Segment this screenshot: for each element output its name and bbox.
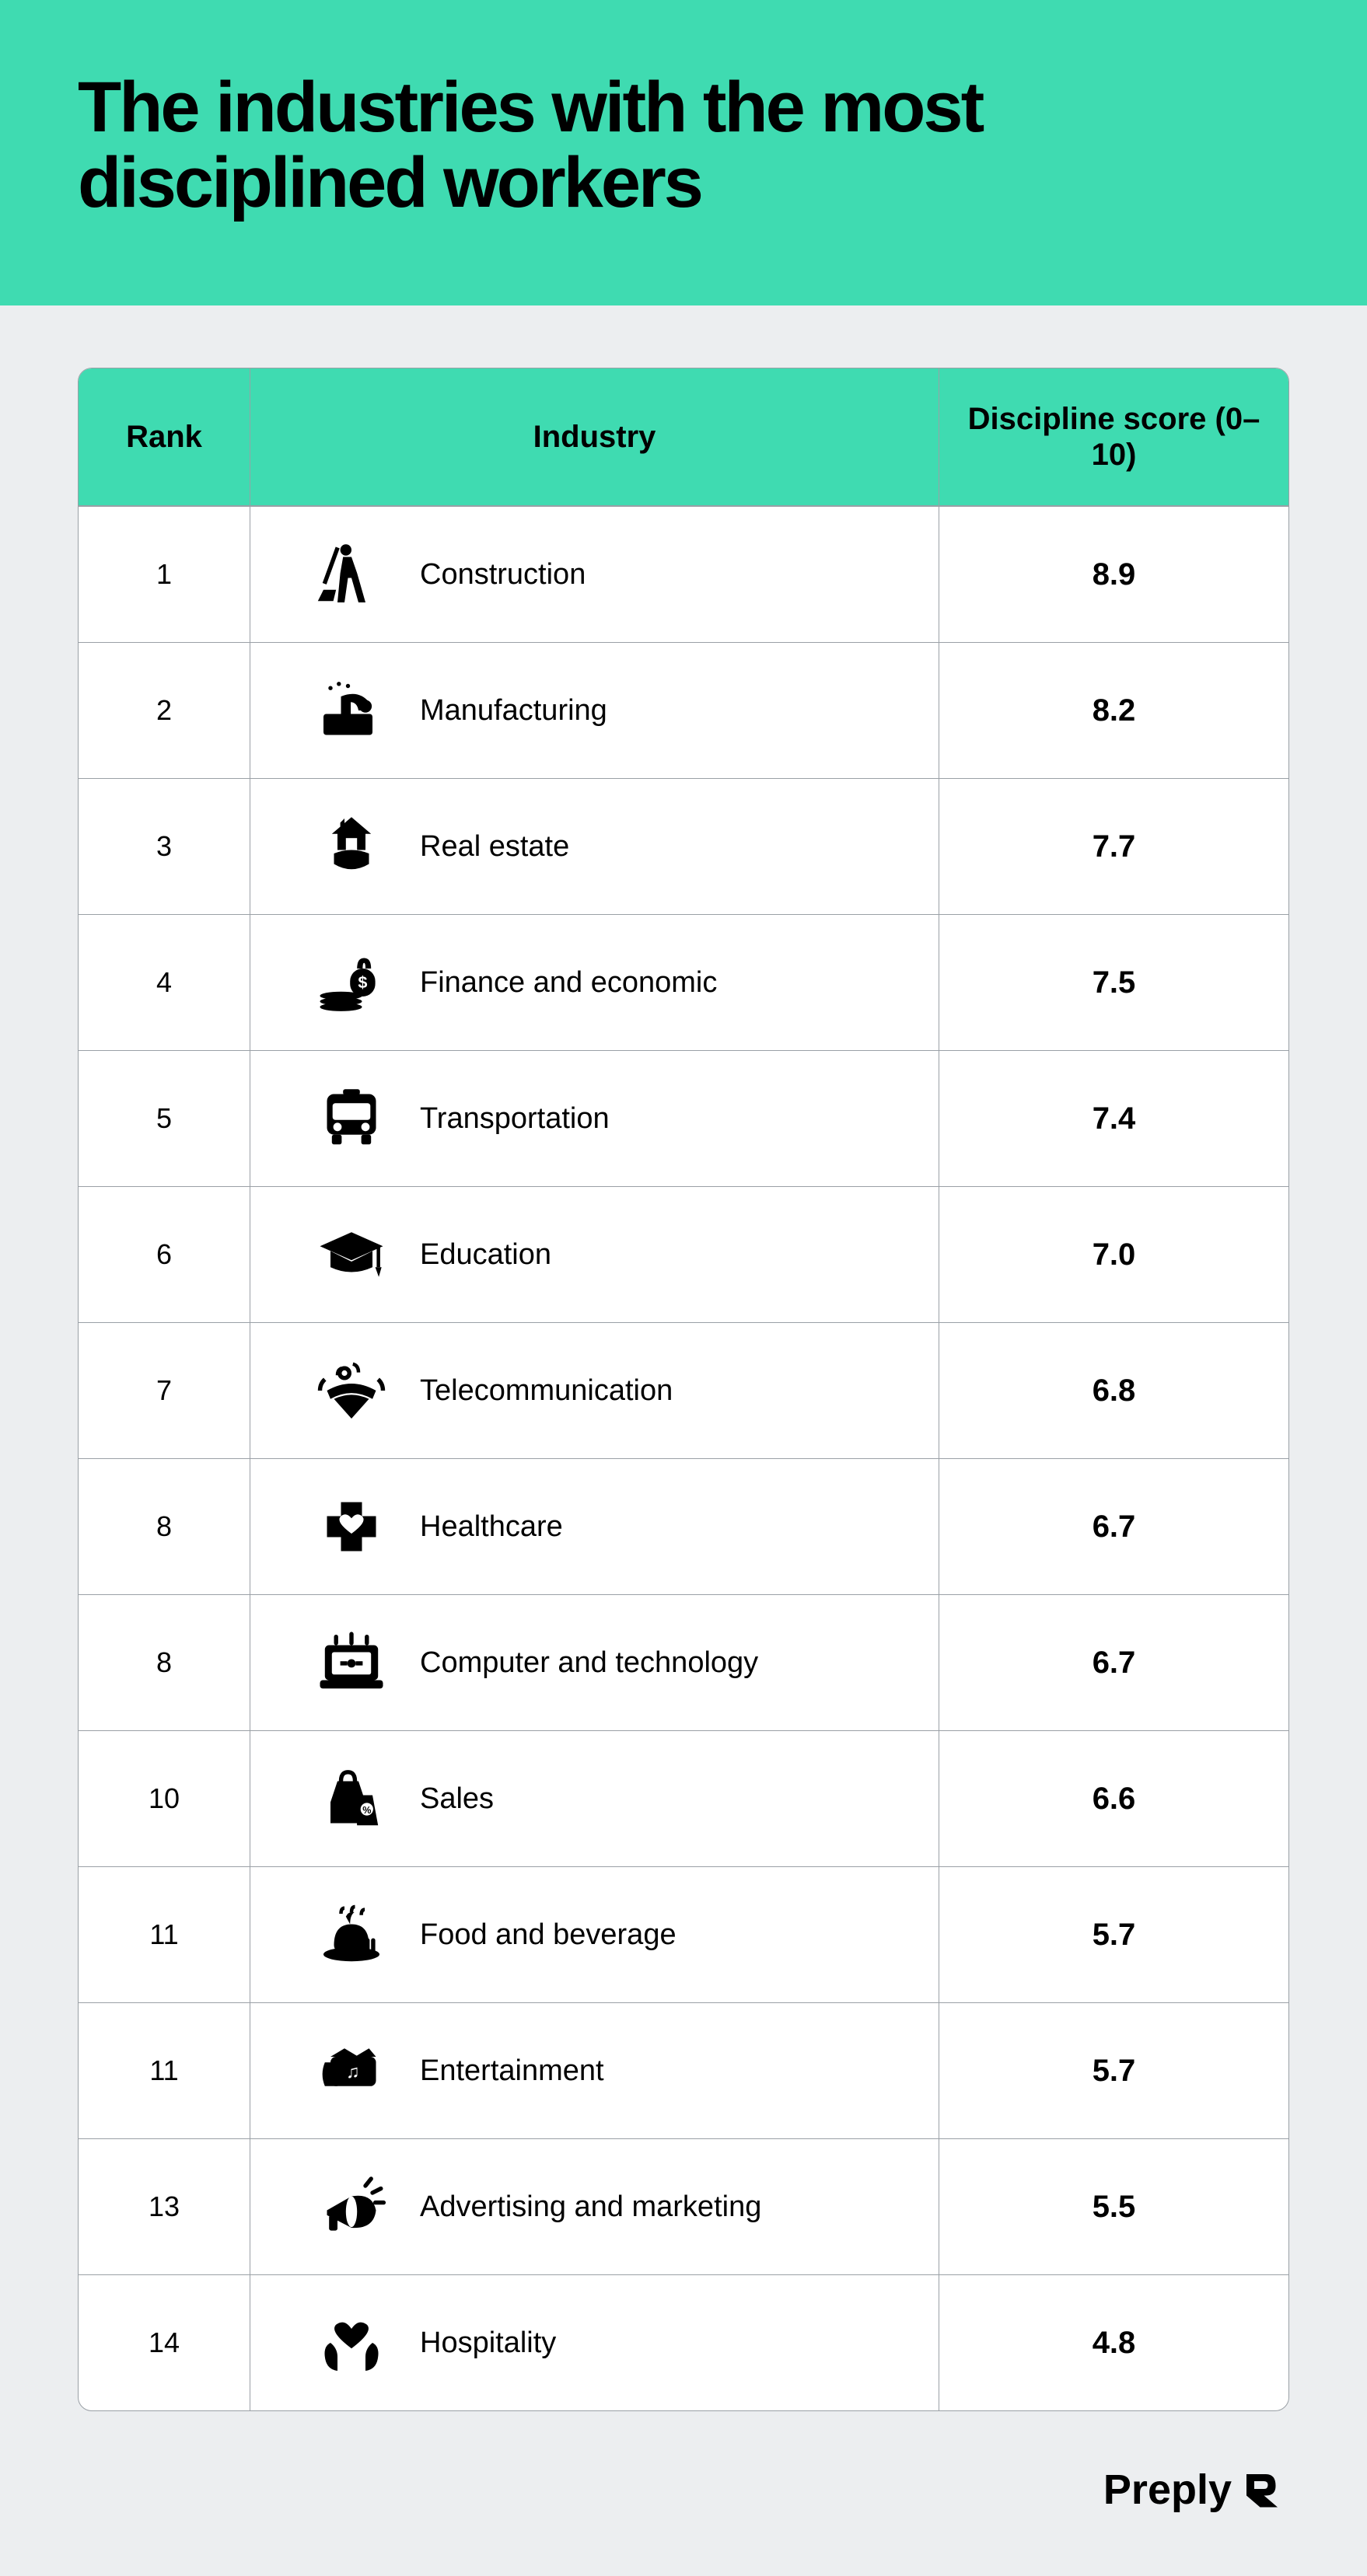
table-row: 6 Education 7.0 — [79, 1186, 1288, 1322]
score-cell: 6.6 — [939, 1730, 1288, 1866]
industry-label: Finance and economic — [420, 966, 717, 1000]
score-cell: 8.9 — [939, 506, 1288, 642]
table-row: 8 Healthcare 6.7 — [79, 1458, 1288, 1594]
rank-cell: 11 — [79, 2002, 250, 2138]
industry-cell: Construction — [250, 506, 939, 642]
score-cell: 7.0 — [939, 1186, 1288, 1322]
rank-cell: 7 — [79, 1322, 250, 1458]
transportation-icon — [313, 1080, 390, 1157]
industry-cell: Healthcare — [250, 1458, 939, 1594]
industries-table: Rank Industry Discipline score (0–10) 1 … — [78, 368, 1289, 2411]
brand-logo: Preply — [1103, 2466, 1281, 2514]
footer: Preply — [0, 2442, 1367, 2576]
rank-cell: 1 — [79, 506, 250, 642]
telecom-icon — [313, 1352, 390, 1429]
score-cell: 4.8 — [939, 2274, 1288, 2410]
score-cell: 5.7 — [939, 2002, 1288, 2138]
industry-cell: Education — [250, 1186, 939, 1322]
industry-label: Advertising and marketing — [420, 2190, 761, 2224]
score-cell: 7.7 — [939, 778, 1288, 914]
healthcare-icon — [313, 1488, 390, 1565]
finance-icon — [313, 944, 390, 1021]
brand-name: Preply — [1103, 2466, 1232, 2514]
table-row: 2 Manufacturing 8.2 — [79, 642, 1288, 778]
table-row: 11 Food and beverage 5.7 — [79, 1866, 1288, 2002]
industry-label: Hospitality — [420, 2326, 556, 2360]
preply-logo-icon — [1243, 2470, 1281, 2509]
food-icon — [313, 1896, 390, 1974]
construction-icon — [313, 536, 390, 613]
table-row: 13 Advertising and marketing 5.5 — [79, 2138, 1288, 2274]
rank-cell: 5 — [79, 1050, 250, 1186]
score-cell: 7.5 — [939, 914, 1288, 1050]
table-row: 5 Transportation 7.4 — [79, 1050, 1288, 1186]
rank-cell: 8 — [79, 1458, 250, 1594]
table-row: 1 Construction 8.9 — [79, 506, 1288, 642]
table-row: 3 Real estate 7.7 — [79, 778, 1288, 914]
industry-label: Education — [420, 1238, 551, 1272]
table-row: 8 Computer and technology 6.7 — [79, 1594, 1288, 1730]
score-cell: 6.8 — [939, 1322, 1288, 1458]
industry-label: Construction — [420, 558, 586, 592]
rank-cell: 4 — [79, 914, 250, 1050]
rank-cell: 6 — [79, 1186, 250, 1322]
title-banner: The industries with the most disciplined… — [0, 0, 1367, 305]
rank-cell: 8 — [79, 1594, 250, 1730]
rank-cell: 2 — [79, 642, 250, 778]
real-estate-icon — [313, 808, 390, 885]
industry-label: Sales — [420, 1782, 494, 1816]
industry-label: Food and beverage — [420, 1918, 677, 1952]
industry-cell: Food and beverage — [250, 1866, 939, 2002]
industry-cell: Telecommunication — [250, 1322, 939, 1458]
industry-label: Telecommunication — [420, 1374, 673, 1408]
table-row: 7 Telecommunication 6.8 — [79, 1322, 1288, 1458]
entertainment-icon — [313, 2032, 390, 2110]
industry-label: Entertainment — [420, 2054, 604, 2088]
industry-cell: Entertainment — [250, 2002, 939, 2138]
industry-cell: Real estate — [250, 778, 939, 914]
table-row: 14 Hospitality 4.8 — [79, 2274, 1288, 2410]
industry-cell: Transportation — [250, 1050, 939, 1186]
col-header-industry: Industry — [250, 368, 939, 506]
industry-cell: Computer and technology — [250, 1594, 939, 1730]
industry-cell: Hospitality — [250, 2274, 939, 2410]
industry-label: Manufacturing — [420, 694, 607, 728]
table-row: 4 Finance and economic 7.5 — [79, 914, 1288, 1050]
industry-cell: Sales — [250, 1730, 939, 1866]
score-cell: 5.5 — [939, 2138, 1288, 2274]
education-icon — [313, 1216, 390, 1293]
advertising-icon — [313, 2168, 390, 2246]
industry-label: Healthcare — [420, 1510, 563, 1544]
col-header-score: Discipline score (0–10) — [939, 368, 1288, 506]
table-header-row: Rank Industry Discipline score (0–10) — [79, 368, 1288, 506]
rank-cell: 11 — [79, 1866, 250, 2002]
col-header-rank: Rank — [79, 368, 250, 506]
table-row: 10 Sales 6.6 — [79, 1730, 1288, 1866]
industry-label: Real estate — [420, 830, 569, 864]
industry-label: Transportation — [420, 1102, 610, 1136]
hospitality-icon — [313, 2304, 390, 2382]
score-cell: 6.7 — [939, 1594, 1288, 1730]
score-cell: 5.7 — [939, 1866, 1288, 2002]
score-cell: 6.7 — [939, 1458, 1288, 1594]
computer-icon — [313, 1624, 390, 1702]
industry-label: Computer and technology — [420, 1646, 758, 1680]
content-area: Rank Industry Discipline score (0–10) 1 … — [0, 305, 1367, 2442]
rank-cell: 13 — [79, 2138, 250, 2274]
page-title: The industries with the most disciplined… — [78, 70, 1289, 220]
rank-cell: 14 — [79, 2274, 250, 2410]
score-cell: 7.4 — [939, 1050, 1288, 1186]
industry-cell: Advertising and marketing — [250, 2138, 939, 2274]
industry-cell: Finance and economic — [250, 914, 939, 1050]
rank-cell: 3 — [79, 778, 250, 914]
manufacturing-icon — [313, 672, 390, 749]
rank-cell: 10 — [79, 1730, 250, 1866]
score-cell: 8.2 — [939, 642, 1288, 778]
table-row: 11 Entertainment 5.7 — [79, 2002, 1288, 2138]
sales-icon — [313, 1760, 390, 1838]
industry-cell: Manufacturing — [250, 642, 939, 778]
